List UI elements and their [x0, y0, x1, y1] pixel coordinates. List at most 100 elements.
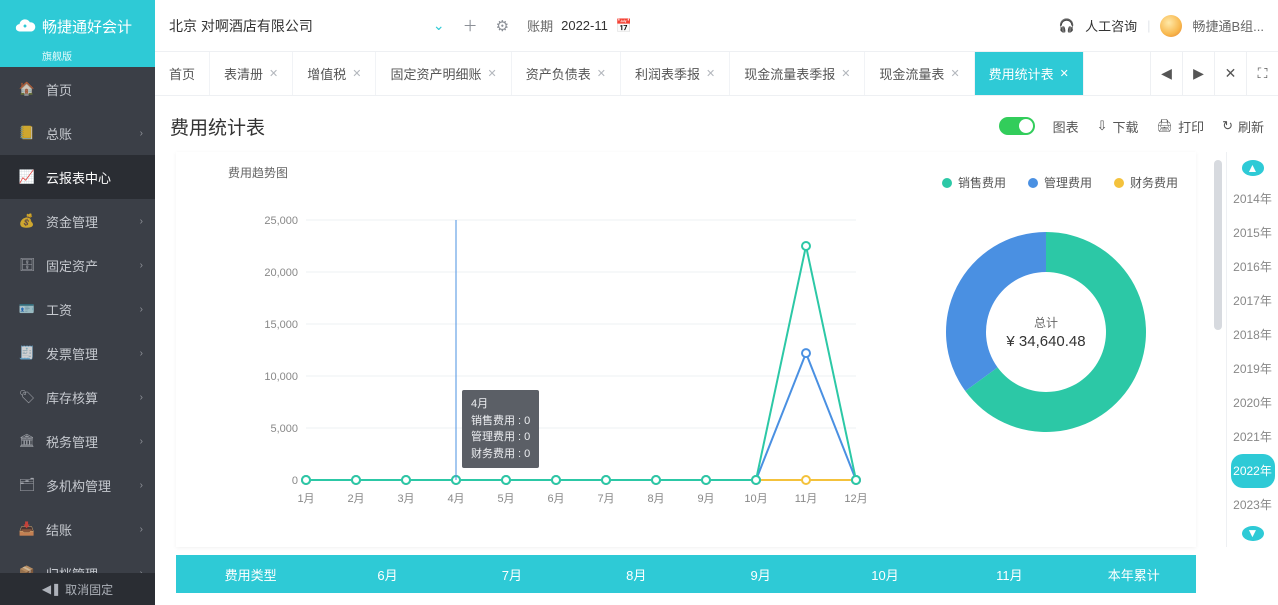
- donut-center-label: 总计: [1034, 314, 1058, 331]
- tab-利润表季报[interactable]: 利润表季报✕: [621, 52, 730, 95]
- tab-现金流量表[interactable]: 现金流量表✕: [865, 52, 974, 95]
- consult-link[interactable]: 人工咨询: [1085, 16, 1137, 35]
- tab-首页[interactable]: 首页: [155, 52, 210, 95]
- close-icon[interactable]: ✕: [488, 67, 497, 80]
- headset-icon[interactable]: 🎧: [1059, 18, 1075, 34]
- svg-text:25,000: 25,000: [264, 215, 298, 227]
- tab-label: 固定资产明细账: [390, 64, 481, 83]
- tab-固定资产明细账[interactable]: 固定资产明细账 ✕: [376, 52, 511, 95]
- chevron-right-icon: ›: [140, 524, 143, 535]
- close-icon[interactable]: ✕: [841, 67, 850, 80]
- year-2015年[interactable]: 2015年: [1231, 216, 1275, 250]
- legend-finance[interactable]: 财务费用: [1114, 174, 1178, 191]
- company-chevron-icon[interactable]: ⌄: [433, 17, 445, 34]
- asset-icon: 🗄: [18, 256, 36, 274]
- sidebar-item-close[interactable]: 📥结账›: [0, 507, 155, 551]
- year-2017年[interactable]: 2017年: [1231, 284, 1275, 318]
- calendar-icon[interactable]: 📅: [616, 18, 632, 34]
- fullscreen-icon[interactable]: ⛶: [1246, 52, 1278, 95]
- tab-费用统计表[interactable]: 费用统计表✕: [975, 52, 1084, 95]
- gear-icon[interactable]: ⚙: [496, 17, 509, 35]
- sidebar-item-stock[interactable]: 🏷库存核算›: [0, 375, 155, 419]
- svg-text:2月: 2月: [347, 493, 364, 505]
- svg-text:7月: 7月: [597, 493, 614, 505]
- download-icon: ⇩: [1097, 118, 1108, 134]
- brand-logo: 畅捷通好会计: [0, 0, 155, 52]
- year-2018年[interactable]: 2018年: [1231, 318, 1275, 352]
- svg-text:10月: 10月: [744, 493, 767, 505]
- unpin-button[interactable]: ◀❚取消固定: [0, 573, 155, 605]
- year-2016年[interactable]: 2016年: [1231, 250, 1275, 284]
- chevron-right-icon: ›: [140, 480, 143, 491]
- scrollbar-handle[interactable]: [1214, 160, 1222, 330]
- close-icon[interactable]: ✕: [352, 67, 361, 80]
- sidebar-item-org[interactable]: 🗂多机构管理›: [0, 463, 155, 507]
- svg-text:0: 0: [292, 475, 298, 487]
- svg-text:3月: 3月: [397, 493, 414, 505]
- sidebar-item-salary[interactable]: 🪪工资›: [0, 287, 155, 331]
- tab-label: 表清册: [224, 64, 263, 83]
- sidebar-item-label: 固定资产: [46, 256, 98, 275]
- svg-text:12月: 12月: [844, 493, 866, 505]
- page-title: 费用统计表: [170, 113, 265, 140]
- year-2022年[interactable]: 2022年: [1231, 454, 1275, 488]
- tab-scroll-right-icon[interactable]: ▶: [1182, 52, 1214, 95]
- legend-sales[interactable]: 销售费用: [942, 174, 1006, 191]
- year-2014年[interactable]: 2014年: [1231, 182, 1275, 216]
- company-selector[interactable]: 北京 对啊酒店有限公司: [169, 16, 313, 36]
- tab-scroll-left-icon[interactable]: ◀: [1150, 52, 1182, 95]
- sidebar-item-tax[interactable]: 🏛税务管理›: [0, 419, 155, 463]
- tab-label: 首页: [169, 64, 195, 83]
- close-icon[interactable]: ✕: [597, 67, 606, 80]
- chart-toggle[interactable]: [999, 117, 1035, 135]
- legend-label: 财务费用: [1130, 174, 1178, 191]
- close-icon[interactable]: ✕: [1060, 67, 1069, 80]
- period-label: 账期: [527, 16, 553, 35]
- tab-资产负债表[interactable]: 资产负债表✕: [512, 52, 621, 95]
- download-button[interactable]: ⇩下载: [1097, 117, 1139, 136]
- period-value[interactable]: 2022-11: [561, 18, 608, 33]
- tabs-bar: 首页表清册✕增值税✕固定资产明细账✕资产负债表✕利润表季报✕现金流量表季报✕现金…: [155, 52, 1278, 96]
- print-icon: 🖨: [1157, 118, 1174, 134]
- sidebar-item-fund[interactable]: 💰资金管理›: [0, 199, 155, 243]
- chart-subtitle: 费用趋势图: [228, 164, 288, 181]
- sidebar-item-home[interactable]: 🏠首页: [0, 67, 155, 111]
- tax-icon: 🏛: [18, 432, 36, 450]
- refresh-button[interactable]: ↻刷新: [1222, 117, 1264, 136]
- year-2020年[interactable]: 2020年: [1231, 386, 1275, 420]
- brand-name: 畅捷通好会计: [42, 16, 132, 37]
- avatar[interactable]: [1160, 15, 1182, 37]
- close-icon[interactable]: ✕: [706, 67, 715, 80]
- sidebar-item-ledger[interactable]: 📒总账›: [0, 111, 155, 155]
- year-2023年[interactable]: 2023年: [1231, 488, 1275, 522]
- sidebar-item-asset[interactable]: 🗄固定资产›: [0, 243, 155, 287]
- legend-admin[interactable]: 管理费用: [1028, 174, 1092, 191]
- chevron-right-icon: ›: [140, 304, 143, 315]
- year-up-icon[interactable]: ▲: [1242, 160, 1264, 176]
- tab-close-all-icon[interactable]: ✕: [1214, 52, 1246, 95]
- add-icon[interactable]: ＋: [463, 15, 478, 36]
- print-button[interactable]: 🖨打印: [1157, 117, 1205, 136]
- legend-dot-icon: [1114, 178, 1124, 188]
- sidebar-item-label: 多机构管理: [46, 476, 111, 495]
- year-down-icon[interactable]: ▼: [1242, 526, 1264, 542]
- username[interactable]: 畅捷通B组...: [1192, 16, 1264, 35]
- sidebar-item-invoice[interactable]: 🧾发票管理›: [0, 331, 155, 375]
- tab-表清册[interactable]: 表清册 ✕: [210, 52, 293, 95]
- table-header-cell: 11月: [947, 565, 1071, 584]
- year-rail: ▲ 2014年2015年2016年2017年2018年2019年2020年202…: [1226, 152, 1278, 547]
- close-icon[interactable]: ✕: [269, 67, 278, 80]
- sidebar-item-report[interactable]: 📈云报表中心: [0, 155, 155, 199]
- chevron-right-icon: ›: [140, 216, 143, 227]
- close-icon[interactable]: ✕: [950, 67, 959, 80]
- tab-增值税[interactable]: 增值税 ✕: [293, 52, 376, 95]
- line-chart: 05,00010,00015,00020,00025,0001月2月3月4月5月…: [256, 210, 866, 510]
- legend-label: 销售费用: [958, 174, 1006, 191]
- chevron-right-icon: ›: [140, 348, 143, 359]
- brand-edition: 旗舰版: [0, 48, 155, 67]
- year-2021年[interactable]: 2021年: [1231, 420, 1275, 454]
- tab-label: 增值税: [307, 64, 346, 83]
- tab-现金流量表季报[interactable]: 现金流量表季报✕: [730, 52, 865, 95]
- svg-text:4月: 4月: [447, 493, 464, 505]
- year-2019年[interactable]: 2019年: [1231, 352, 1275, 386]
